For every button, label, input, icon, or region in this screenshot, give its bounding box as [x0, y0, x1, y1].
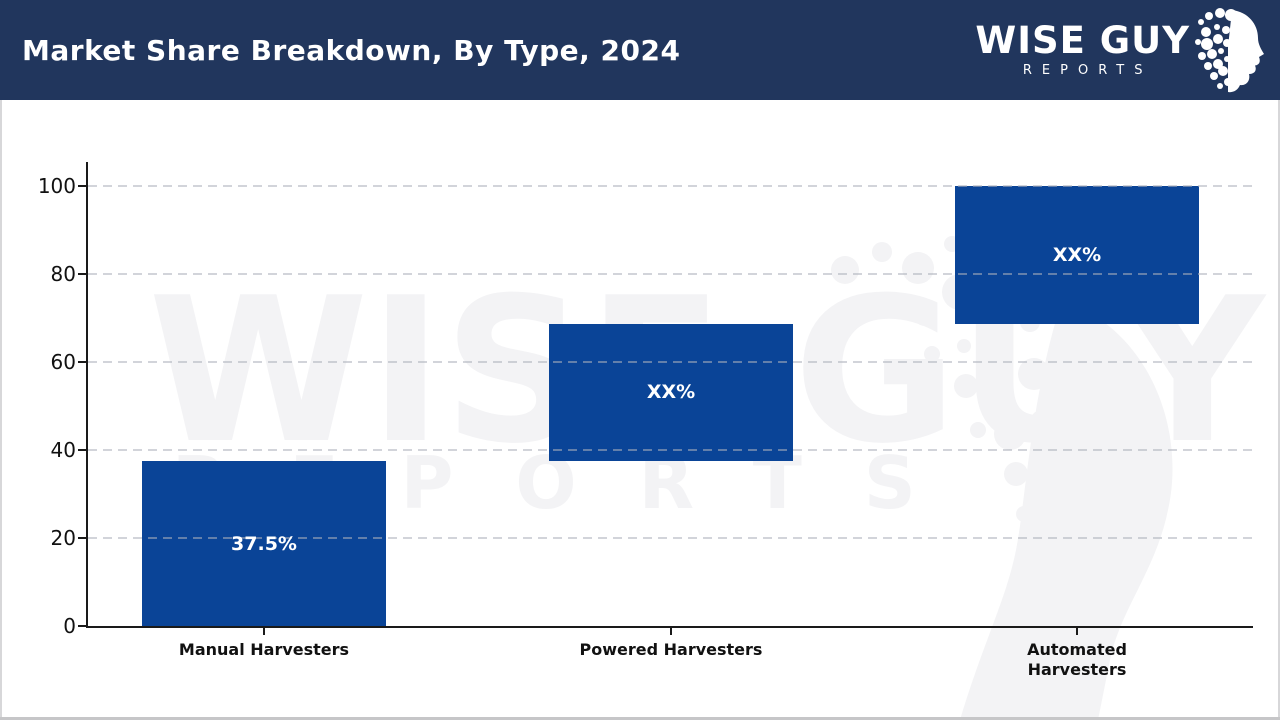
y-tick-mark — [78, 537, 86, 539]
y-tick-mark — [78, 185, 86, 187]
y-tick-label: 40 — [50, 438, 76, 462]
gridline — [88, 361, 1253, 363]
wise-guy-reports-logo: WISE GUY REPORTS — [975, 7, 1266, 93]
gridline — [88, 449, 1253, 451]
gridline — [88, 185, 1253, 187]
y-tick-mark — [78, 273, 86, 275]
y-tick-label: 100 — [37, 174, 76, 198]
bar-chart-plot: WISE GUY REPORTS 0 20 40 60 80 100 37.5% Manual… — [0, 100, 1280, 720]
image-border-bottom — [0, 717, 1280, 720]
y-tick-label: 60 — [50, 350, 76, 374]
y-tick-mark — [78, 449, 86, 451]
logo-text: WISE GUY REPORTS — [975, 22, 1190, 78]
image-border-right — [1278, 100, 1280, 720]
x-category-label: Manual Harvesters — [178, 640, 350, 659]
bar-value-label: XX% — [1052, 243, 1102, 266]
bar-value-label: XX% — [646, 381, 696, 404]
bar-value-label: 37.5% — [231, 532, 297, 555]
bar — [549, 323, 793, 461]
y-axis-line — [86, 162, 88, 628]
y-tick-label: 80 — [50, 262, 76, 286]
logo-wordmark: WISE GUY — [975, 19, 1190, 62]
gridline — [88, 273, 1253, 275]
x-category-label: Automated Harvesters — [1027, 640, 1127, 679]
dotted-face-icon — [1195, 8, 1264, 93]
gridline — [88, 537, 1253, 539]
logo-subtitle: REPORTS — [1022, 63, 1153, 78]
header-bar: Market Share Breakdown, By Type, 2024 WI… — [0, 0, 1280, 100]
x-category-label: Powered Harvesters — [579, 640, 763, 659]
bar — [142, 461, 386, 626]
x-axis-line — [86, 626, 1253, 628]
x-tick-mark — [263, 628, 265, 635]
x-tick-mark — [1076, 628, 1078, 635]
x-tick-mark — [670, 628, 672, 635]
y-tick-label: 20 — [50, 526, 76, 550]
image-border-left — [0, 100, 2, 720]
y-tick-label: 0 — [63, 614, 76, 638]
page-title: Market Share Breakdown, By Type, 2024 — [22, 33, 681, 67]
y-tick-mark — [78, 625, 86, 627]
y-tick-mark — [78, 361, 86, 363]
